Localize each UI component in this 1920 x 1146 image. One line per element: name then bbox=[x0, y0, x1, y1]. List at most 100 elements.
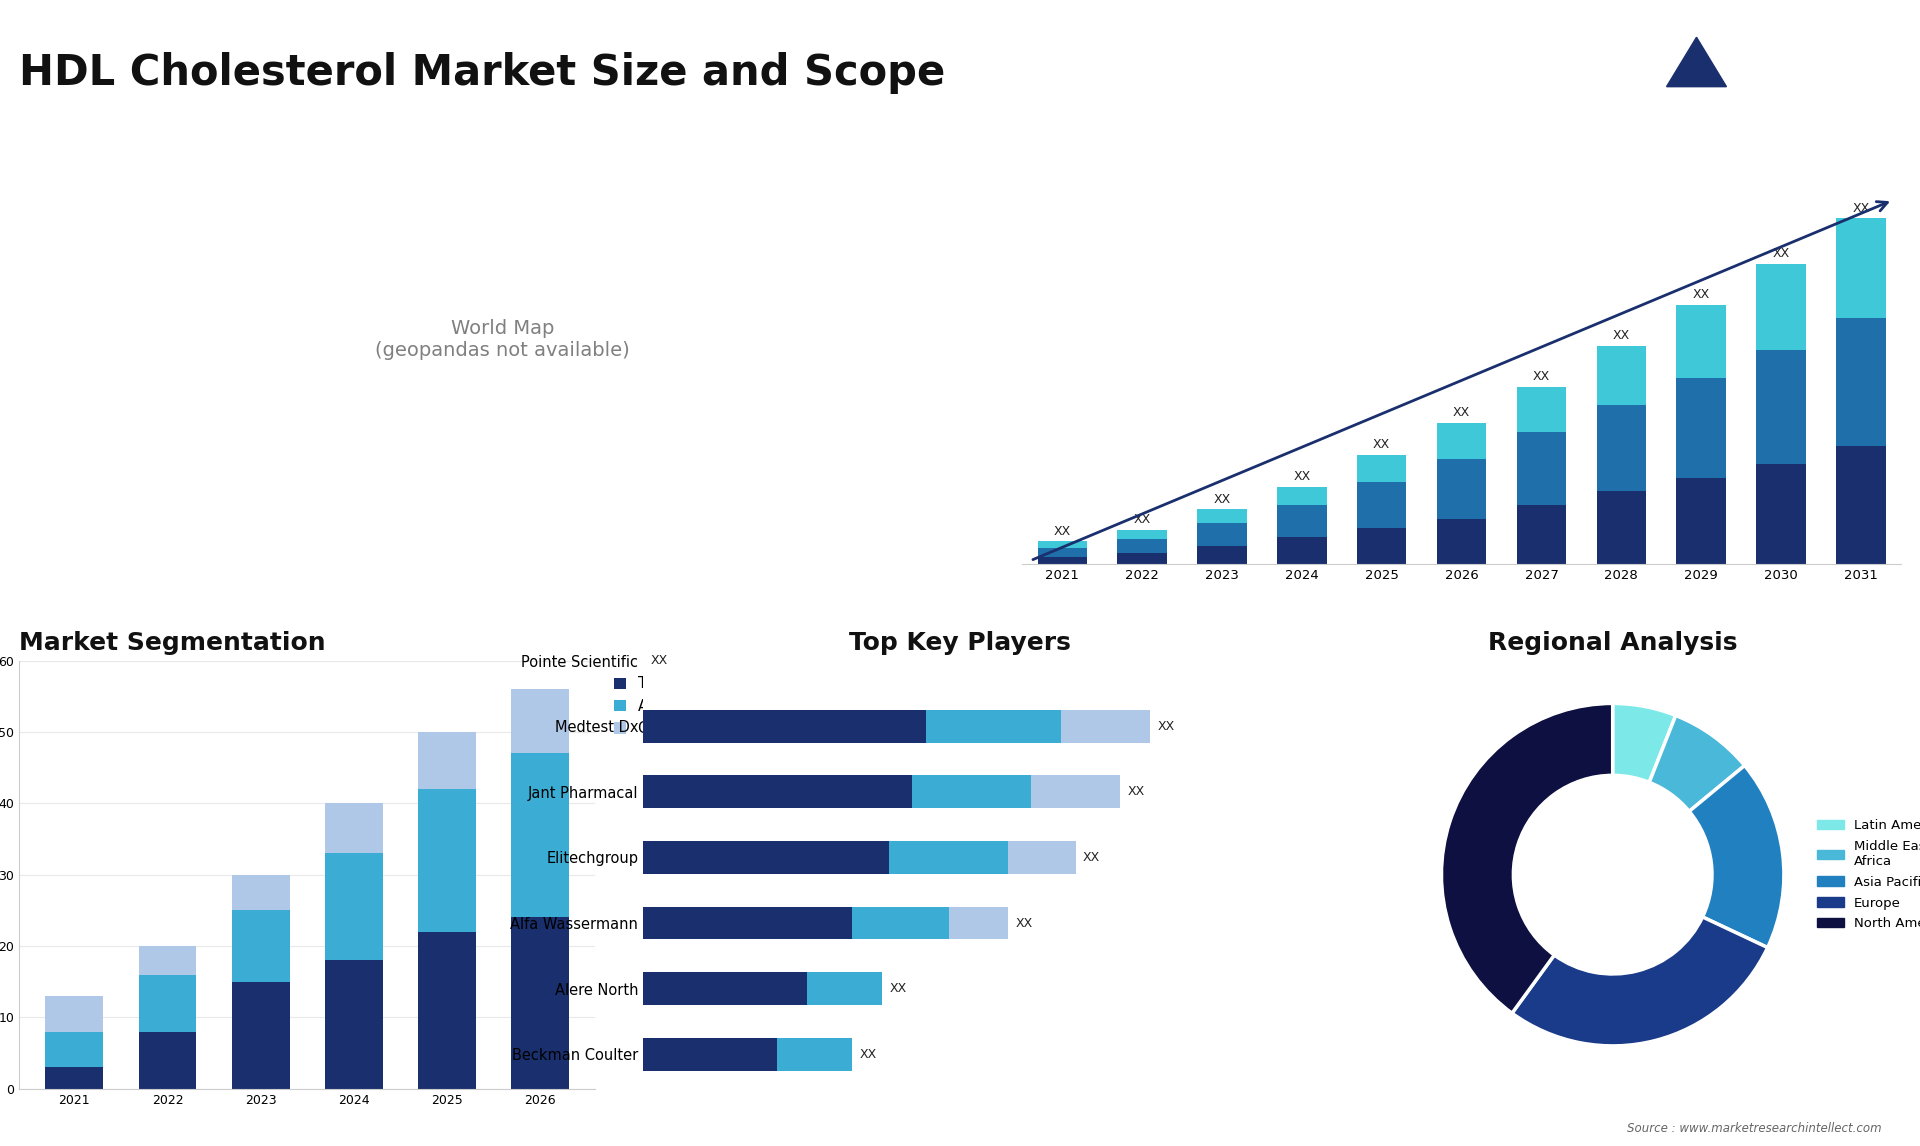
Bar bbox=[1277, 505, 1327, 536]
Legend: Type, Application, Geography: Type, Application, Geography bbox=[614, 676, 720, 736]
Bar bbox=[511, 689, 568, 753]
Bar bbox=[1037, 541, 1087, 548]
Bar bbox=[1436, 423, 1486, 460]
Bar bbox=[912, 776, 1031, 808]
Bar bbox=[1037, 548, 1087, 557]
Text: INTELLECT: INTELLECT bbox=[1755, 71, 1809, 80]
Text: XX: XX bbox=[651, 654, 668, 667]
Text: World Map
(geopandas not available): World Map (geopandas not available) bbox=[374, 319, 630, 360]
Bar bbox=[1031, 776, 1121, 808]
Text: MARKET: MARKET bbox=[1755, 33, 1797, 41]
Bar bbox=[511, 918, 568, 1089]
Bar bbox=[1757, 264, 1807, 351]
Bar bbox=[643, 1038, 778, 1070]
Bar bbox=[1357, 455, 1407, 482]
Bar bbox=[1198, 545, 1246, 564]
Bar bbox=[1676, 478, 1726, 564]
Wedge shape bbox=[1613, 704, 1676, 783]
Text: XX: XX bbox=[1294, 470, 1311, 484]
Bar bbox=[419, 932, 476, 1089]
Bar bbox=[643, 841, 889, 874]
Wedge shape bbox=[1649, 715, 1745, 811]
Text: XX: XX bbox=[1133, 513, 1150, 526]
Text: XX: XX bbox=[1016, 917, 1033, 929]
Wedge shape bbox=[1513, 917, 1768, 1046]
Bar bbox=[46, 1067, 104, 1089]
Bar bbox=[1597, 346, 1645, 405]
Bar bbox=[1836, 319, 1885, 446]
Bar bbox=[324, 960, 382, 1089]
Text: XX: XX bbox=[1127, 785, 1144, 799]
Text: XX: XX bbox=[1083, 851, 1100, 864]
Bar bbox=[1597, 405, 1645, 492]
Bar bbox=[778, 1038, 852, 1070]
Text: XX: XX bbox=[1772, 248, 1789, 260]
Text: Market Segmentation: Market Segmentation bbox=[19, 630, 326, 654]
Bar bbox=[324, 854, 382, 960]
Bar bbox=[1836, 446, 1885, 564]
Bar bbox=[1117, 552, 1167, 564]
Title: Top Key Players: Top Key Players bbox=[849, 630, 1071, 654]
Bar bbox=[511, 753, 568, 918]
Text: XX: XX bbox=[1853, 202, 1870, 214]
Bar bbox=[1277, 487, 1327, 505]
Bar bbox=[46, 996, 104, 1031]
Bar bbox=[1037, 557, 1087, 564]
Bar bbox=[1836, 219, 1885, 319]
Circle shape bbox=[1513, 776, 1713, 974]
Bar bbox=[889, 841, 1008, 874]
Bar bbox=[1008, 841, 1075, 874]
Bar bbox=[232, 910, 290, 982]
Wedge shape bbox=[1690, 766, 1784, 948]
Text: XX: XX bbox=[1158, 720, 1175, 732]
Bar bbox=[1117, 529, 1167, 539]
Bar bbox=[1757, 351, 1807, 464]
Polygon shape bbox=[1667, 37, 1726, 87]
Text: XX: XX bbox=[1693, 288, 1711, 301]
Text: XX: XX bbox=[1373, 438, 1390, 452]
Polygon shape bbox=[1651, 22, 1741, 91]
Bar bbox=[852, 906, 948, 940]
Bar bbox=[1357, 527, 1407, 564]
Text: XX: XX bbox=[1453, 407, 1471, 419]
Bar bbox=[1597, 492, 1645, 564]
Bar bbox=[1676, 377, 1726, 478]
Text: XX: XX bbox=[860, 1047, 877, 1061]
Bar bbox=[138, 945, 196, 974]
Bar bbox=[1117, 539, 1167, 552]
Text: XX: XX bbox=[889, 982, 906, 995]
Bar bbox=[1517, 386, 1567, 432]
Bar bbox=[1198, 510, 1246, 523]
Bar bbox=[419, 790, 476, 932]
Bar bbox=[1436, 519, 1486, 564]
Bar bbox=[643, 972, 806, 1005]
Bar bbox=[1676, 305, 1726, 377]
Bar bbox=[1198, 523, 1246, 545]
Bar bbox=[806, 972, 881, 1005]
Text: Source : www.marketresearchintellect.com: Source : www.marketresearchintellect.com bbox=[1626, 1122, 1882, 1135]
Bar bbox=[138, 974, 196, 1031]
Text: HDL Cholesterol Market Size and Scope: HDL Cholesterol Market Size and Scope bbox=[19, 52, 945, 94]
Bar bbox=[1436, 460, 1486, 519]
Text: XX: XX bbox=[1054, 525, 1071, 537]
Wedge shape bbox=[1442, 704, 1613, 1013]
Bar bbox=[232, 874, 290, 910]
Bar bbox=[643, 906, 852, 940]
Bar bbox=[419, 732, 476, 790]
Bar bbox=[1517, 505, 1567, 564]
Title: Regional Analysis: Regional Analysis bbox=[1488, 630, 1738, 654]
Bar bbox=[1757, 464, 1807, 564]
Bar bbox=[927, 709, 1060, 743]
Bar bbox=[1277, 536, 1327, 564]
Bar bbox=[46, 1031, 104, 1067]
Text: XX: XX bbox=[1213, 493, 1231, 505]
Text: RESEARCH: RESEARCH bbox=[1755, 52, 1807, 61]
Text: XX: XX bbox=[1613, 329, 1630, 342]
Bar bbox=[232, 982, 290, 1089]
Legend: Latin America, Middle East &
Africa, Asia Pacific, Europe, North America: Latin America, Middle East & Africa, Asi… bbox=[1812, 814, 1920, 936]
Bar bbox=[1060, 709, 1150, 743]
Bar bbox=[1517, 432, 1567, 505]
Bar bbox=[324, 803, 382, 854]
Bar bbox=[1357, 482, 1407, 527]
Text: XX: XX bbox=[1532, 370, 1549, 383]
